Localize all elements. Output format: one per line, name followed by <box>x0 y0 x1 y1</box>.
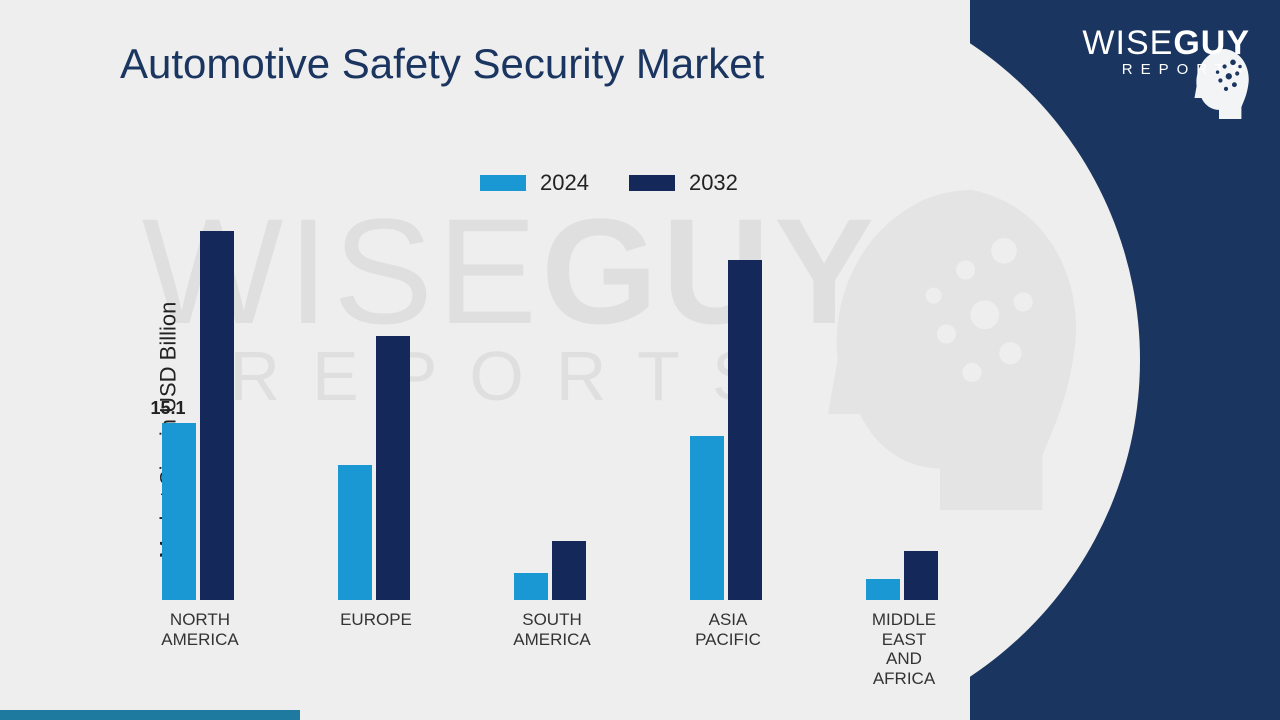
category-label: SOUTHAMERICA <box>482 610 622 649</box>
plot-area: 15.1NORTHAMERICAEUROPESOUTHAMERICAASIAPA… <box>130 190 950 600</box>
chart-title: Automotive Safety Security Market <box>120 40 764 88</box>
bar-2024 <box>514 573 548 600</box>
legend-swatch-2024 <box>480 175 526 191</box>
bottom-accent-bar <box>0 710 300 720</box>
bar-2032 <box>200 231 234 600</box>
bar-2024 <box>866 579 900 600</box>
category-label: MIDDLEEASTANDAFRICA <box>834 610 974 688</box>
category-label: NORTHAMERICA <box>130 610 270 649</box>
bar-2032 <box>904 551 938 600</box>
chart: Market Size in USD Billion 2024 2032 15.… <box>50 170 970 690</box>
stage: WISEGUY REPORTS Automotive Safety Securi… <box>0 0 1280 720</box>
legend-swatch-2032 <box>629 175 675 191</box>
brand-line1a: WISE <box>1082 24 1173 62</box>
bar-value-label: 15.1 <box>140 398 196 419</box>
bar-2024 <box>338 465 372 600</box>
category-label: ASIAPACIFIC <box>658 610 798 649</box>
category-label: EUROPE <box>306 610 446 630</box>
bar-2032 <box>728 260 762 600</box>
brand-logo: WISEGUY REPORTS <box>1082 26 1250 77</box>
bar-2032 <box>376 336 410 600</box>
bar-2024 <box>690 436 724 600</box>
ai-head-icon <box>1184 44 1254 124</box>
bar-2024 <box>162 423 196 600</box>
bar-2032 <box>552 541 586 600</box>
